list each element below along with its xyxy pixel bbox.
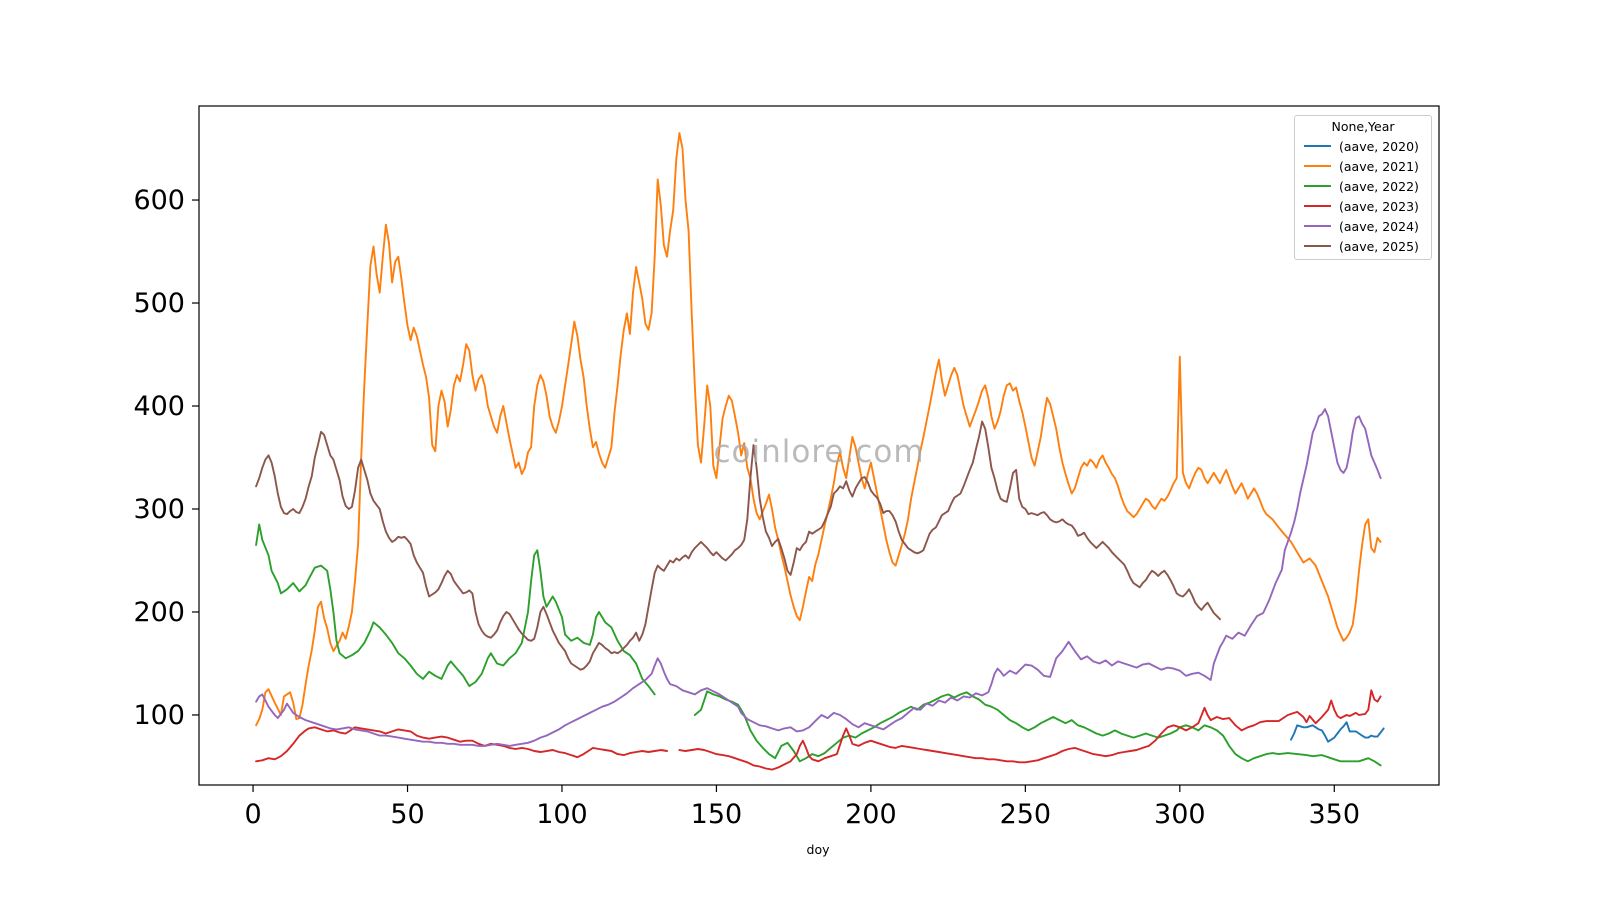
x-tick-label: 300 xyxy=(1154,799,1206,830)
line-aave-2022 xyxy=(693,690,1382,767)
x-tick-label: 100 xyxy=(536,799,588,830)
y-tick-label: 300 xyxy=(133,494,185,525)
legend-entry-2023: (aave, 2023) xyxy=(1295,196,1431,216)
legend-label: (aave, 2020) xyxy=(1339,138,1419,154)
line-aave-2023 xyxy=(678,689,1382,771)
legend-label: (aave, 2025) xyxy=(1339,238,1419,254)
x-tick-label: 200 xyxy=(845,799,897,830)
x-tick-label: 350 xyxy=(1309,799,1361,830)
legend-entry-2025: (aave, 2025) xyxy=(1295,236,1431,256)
legend-line-swatch-2024 xyxy=(1304,224,1331,228)
legend-line-swatch-2021 xyxy=(1304,164,1331,168)
legend-label: (aave, 2021) xyxy=(1339,158,1419,174)
legend-line-swatch-2025 xyxy=(1304,244,1331,248)
x-axis-label: doy xyxy=(806,842,830,857)
legend-label: (aave, 2024) xyxy=(1339,218,1419,234)
legend-label: (aave, 2023) xyxy=(1339,198,1419,214)
line-aave-2023 xyxy=(255,726,668,763)
x-tick-label: 250 xyxy=(1000,799,1052,830)
line-aave-2021 xyxy=(255,132,1382,727)
axes-spines xyxy=(198,105,1440,786)
legend-entry-2021: (aave, 2021) xyxy=(1295,156,1431,176)
x-tick-label: 150 xyxy=(691,799,743,830)
legend-label: (aave, 2022) xyxy=(1339,178,1419,194)
line-aave-2025 xyxy=(255,420,1221,671)
y-tick-label: 200 xyxy=(133,597,185,628)
line-aave-2020 xyxy=(1290,721,1385,743)
legend-line-swatch-2020 xyxy=(1304,144,1331,148)
y-tick-label: 100 xyxy=(133,700,185,731)
line-aave-2024 xyxy=(255,408,1382,747)
legend-line-swatch-2022 xyxy=(1304,184,1331,188)
y-tick-label: 500 xyxy=(133,288,185,319)
line-aave-2022 xyxy=(255,523,656,696)
x-tick-label: 50 xyxy=(390,799,424,830)
legend-line-swatch-2023 xyxy=(1304,204,1331,208)
y-tick-label: 400 xyxy=(133,391,185,422)
legend-title: None,Year xyxy=(1331,119,1395,134)
legend: None,Year (aave, 2020) (aave, 2021) (aav… xyxy=(1294,115,1432,260)
legend-entry-2024: (aave, 2024) xyxy=(1295,216,1431,236)
y-tick-label: 600 xyxy=(133,185,185,216)
watermark: coinlore.com xyxy=(713,434,925,470)
x-tick-label: 0 xyxy=(244,799,261,830)
legend-entry-2022: (aave, 2022) xyxy=(1295,176,1431,196)
legend-entry-2020: (aave, 2020) xyxy=(1295,136,1431,156)
